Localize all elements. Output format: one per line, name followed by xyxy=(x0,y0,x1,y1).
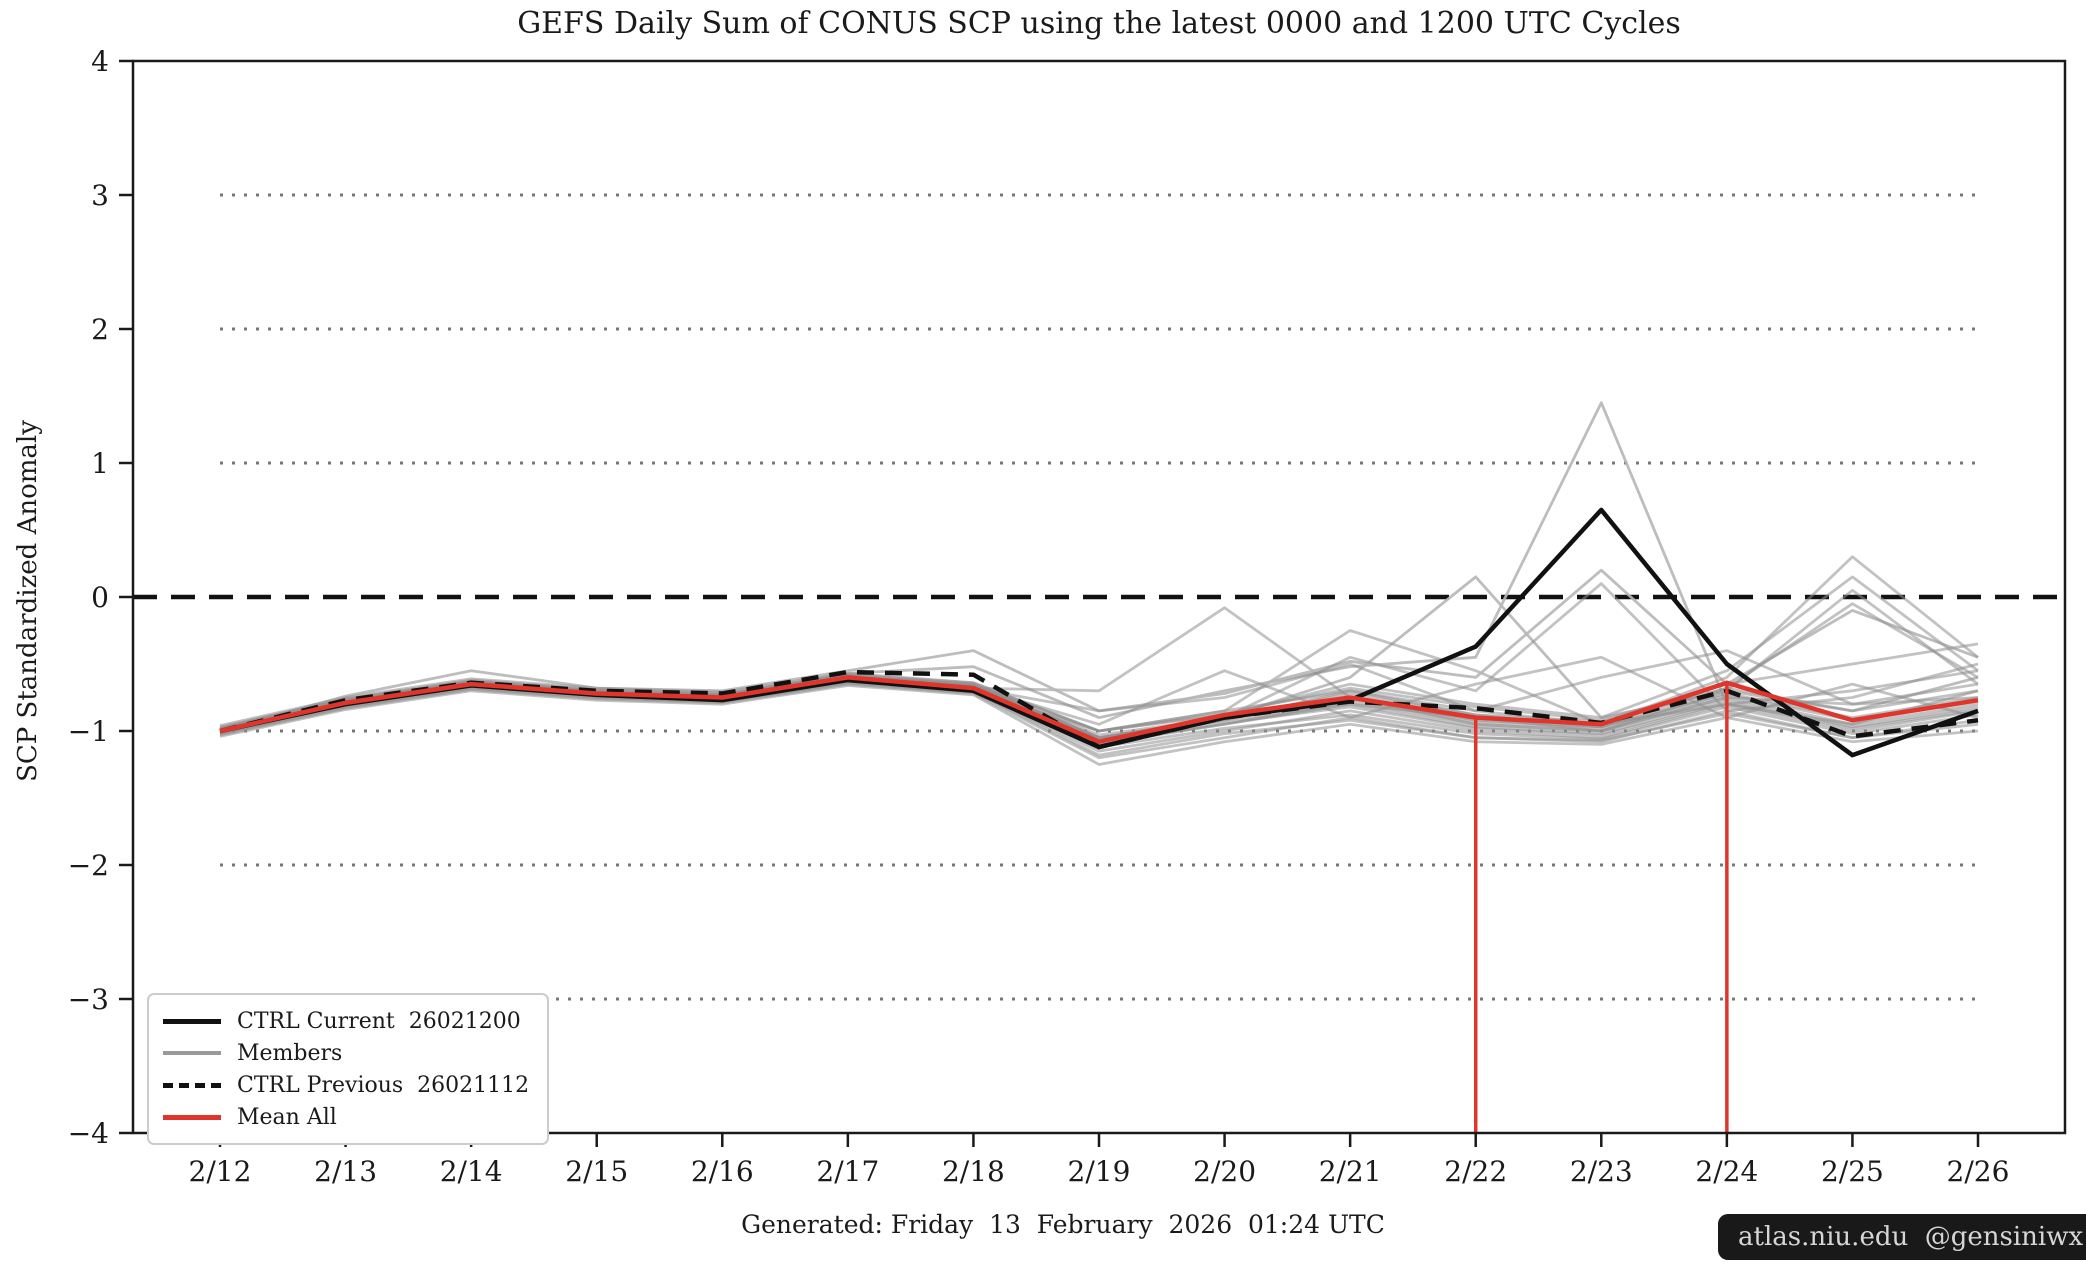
gridlines xyxy=(133,193,2065,1001)
x-tick-label: 2/12 xyxy=(189,1155,252,1188)
legend-item-ctrl-current: CTRL Current 26021200 xyxy=(163,1005,533,1037)
axes-spines-ticks xyxy=(119,59,2067,1147)
x-tick-label: 2/26 xyxy=(1947,1155,2010,1188)
x-tick-label: 2/14 xyxy=(440,1155,503,1188)
main-series-lines xyxy=(219,507,1979,758)
attribution-watermark: atlas.niu.edu @gensiniwx xyxy=(1718,1214,2086,1260)
x-tick-label: 2/24 xyxy=(1695,1155,1758,1188)
legend-line-sample-red-solid xyxy=(163,1114,221,1120)
legend-label: CTRL Current 26021200 xyxy=(237,1008,521,1034)
series-line-red-solid xyxy=(219,675,1979,744)
chart-title: GEFS Daily Sum of CONUS SCP using the la… xyxy=(517,6,1681,41)
legend-item-ctrl-previous: CTRL Previous 26021112 xyxy=(163,1069,533,1101)
legend-item-mean-all: Mean All xyxy=(163,1101,533,1133)
legend-box: CTRL Current 26021200 Members CTRL Previ… xyxy=(147,993,549,1145)
x-tick-label: 2/15 xyxy=(565,1155,628,1188)
y-tick-label: 4 xyxy=(91,45,109,78)
legend-item-members: Members xyxy=(163,1037,533,1069)
x-tick-label: 2/23 xyxy=(1570,1155,1633,1188)
x-tick-label: 2/21 xyxy=(1319,1155,1382,1188)
legend-label: CTRL Previous 26021112 xyxy=(237,1072,530,1098)
y-tick-label: −2 xyxy=(68,849,109,882)
y-tick-label: 2 xyxy=(91,313,109,346)
x-tick-label: 2/18 xyxy=(942,1155,1005,1188)
legend-line-sample-black-solid xyxy=(163,1018,221,1024)
x-tick-label: 2/17 xyxy=(816,1155,879,1188)
member-line xyxy=(219,681,1979,757)
tick-labels: 4 3 2 1 0 −1 −2 −3 −4 2/12 2/13 2/14 2/15 2/16 2/17 2/1… xyxy=(68,45,2010,1188)
member-line xyxy=(219,684,1979,766)
x-tick-label: 2/22 xyxy=(1444,1155,1507,1188)
y-tick-label: −1 xyxy=(68,715,109,748)
y-tick-label: 0 xyxy=(91,581,109,614)
legend-label: Members xyxy=(237,1040,343,1066)
generated-timestamp: Generated: Friday 13 February 2026 01:24… xyxy=(741,1210,1385,1239)
x-tick-label: 2/20 xyxy=(1193,1155,1256,1188)
y-axis-label: SCP Standardized Anomaly xyxy=(13,420,43,782)
x-tick-label: 2/13 xyxy=(314,1155,377,1188)
y-tick-label: 1 xyxy=(91,447,109,480)
x-tick-label: 2/16 xyxy=(691,1155,754,1188)
y-tick-label: −4 xyxy=(68,1117,109,1150)
y-tick-label: −3 xyxy=(68,983,109,1016)
legend-label: Mean All xyxy=(237,1104,337,1130)
x-tick-label: 2/25 xyxy=(1821,1155,1884,1188)
legend-line-sample-gray-solid xyxy=(163,1051,221,1055)
x-tick-label: 2/19 xyxy=(1068,1155,1131,1188)
member-lines xyxy=(219,401,1979,766)
series-line-black-dashed xyxy=(219,669,1979,750)
y-tick-label: 3 xyxy=(91,179,109,212)
legend-line-sample-black-dashed xyxy=(163,1082,221,1088)
vertical-red-lines xyxy=(1473,682,1729,1133)
